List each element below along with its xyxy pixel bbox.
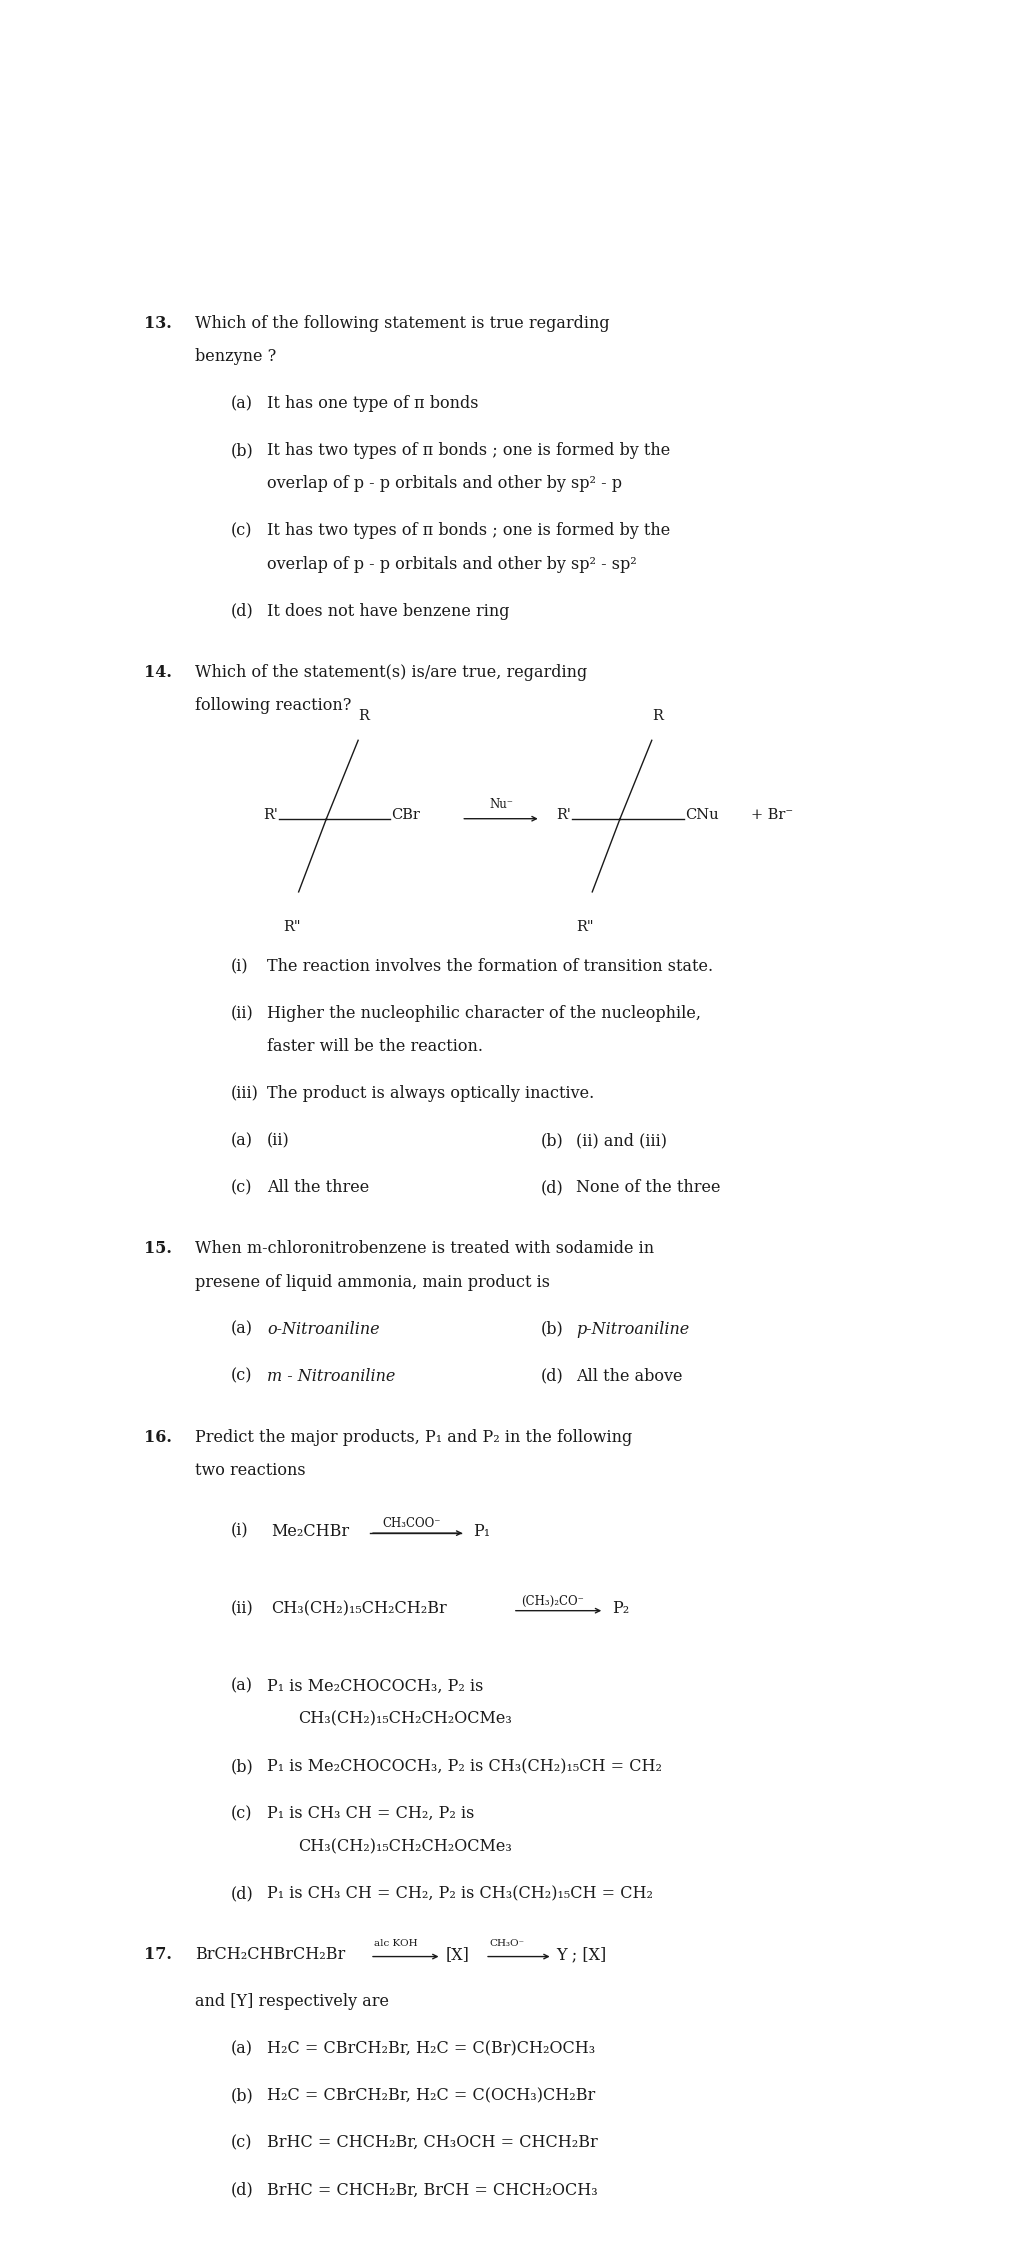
Text: o-Nitroaniline: o-Nitroaniline bbox=[267, 1322, 380, 1337]
Text: P₁ is Me₂CHOCOCH₃, P₂ is CH₃(CH₂)₁₅CH = CH₂: P₁ is Me₂CHOCOCH₃, P₂ is CH₃(CH₂)₁₅CH = … bbox=[267, 1758, 662, 1774]
Text: (iii): (iii) bbox=[231, 1086, 259, 1102]
Text: p-Nitroaniline: p-Nitroaniline bbox=[577, 1322, 689, 1337]
Text: (b): (b) bbox=[231, 1758, 254, 1774]
Text: It has one type of π bonds: It has one type of π bonds bbox=[267, 396, 478, 412]
Text: overlap of p - p orbitals and other by sp² - p: overlap of p - p orbitals and other by s… bbox=[267, 475, 622, 493]
Text: and [Y] respectively are: and [Y] respectively are bbox=[196, 1994, 389, 2010]
Text: (b): (b) bbox=[541, 1322, 563, 1337]
Text: R": R" bbox=[283, 919, 300, 935]
Text: Predict the major products, P₁ and P₂ in the following: Predict the major products, P₁ and P₂ in… bbox=[196, 1428, 633, 1446]
Text: (d): (d) bbox=[231, 602, 254, 620]
Text: (d): (d) bbox=[541, 1179, 563, 1197]
Text: overlap of p - p orbitals and other by sp² - sp²: overlap of p - p orbitals and other by s… bbox=[267, 557, 637, 573]
Text: 16.: 16. bbox=[143, 1428, 172, 1446]
Text: 17.: 17. bbox=[143, 1946, 172, 1962]
Text: R': R' bbox=[263, 808, 278, 821]
Text: The reaction involves the formation of transition state.: The reaction involves the formation of t… bbox=[267, 957, 713, 975]
Text: (ii): (ii) bbox=[231, 1600, 254, 1618]
Text: 13.: 13. bbox=[143, 315, 172, 333]
Text: Higher the nucleophilic character of the nucleophile,: Higher the nucleophilic character of the… bbox=[267, 1005, 700, 1023]
Text: BrCH₂CHBrCH₂Br: BrCH₂CHBrCH₂Br bbox=[196, 1946, 346, 1962]
Text: It has two types of π bonds ; one is formed by the: It has two types of π bonds ; one is for… bbox=[267, 441, 670, 459]
Text: R': R' bbox=[557, 808, 571, 821]
Text: CH₃COO⁻: CH₃COO⁻ bbox=[382, 1518, 440, 1530]
Text: All the three: All the three bbox=[267, 1179, 369, 1197]
Text: (i): (i) bbox=[231, 957, 249, 975]
Text: P₂: P₂ bbox=[612, 1600, 630, 1618]
Text: The product is always optically inactive.: The product is always optically inactive… bbox=[267, 1086, 594, 1102]
Text: 15.: 15. bbox=[143, 1240, 172, 1258]
Text: (c): (c) bbox=[231, 2134, 253, 2152]
Text: R": R" bbox=[577, 919, 594, 935]
Text: CH₃(CH₂)₁₅CH₂CH₂OCMe₃: CH₃(CH₂)₁₅CH₂CH₂OCMe₃ bbox=[299, 1838, 512, 1856]
Text: Y ; [X]: Y ; [X] bbox=[557, 1946, 607, 1962]
Text: (d): (d) bbox=[541, 1367, 563, 1385]
Text: benzyne ?: benzyne ? bbox=[196, 349, 276, 364]
Text: (ii) and (iii): (ii) and (iii) bbox=[577, 1132, 668, 1150]
Text: (c): (c) bbox=[231, 1179, 253, 1197]
Text: faster will be the reaction.: faster will be the reaction. bbox=[267, 1039, 483, 1055]
Text: P₁ is Me₂CHOCOCH₃, P₂ is: P₁ is Me₂CHOCOCH₃, P₂ is bbox=[267, 1677, 483, 1695]
Text: None of the three: None of the three bbox=[577, 1179, 721, 1197]
Text: H₂C = CBrCH₂Br, H₂C = C(Br)CH₂OCH₃: H₂C = CBrCH₂Br, H₂C = C(Br)CH₂OCH₃ bbox=[267, 2041, 595, 2057]
Text: CNu: CNu bbox=[685, 808, 719, 821]
Text: Which of the statement(s) is/are true, regarding: Which of the statement(s) is/are true, r… bbox=[196, 663, 588, 681]
Text: + Br⁻: + Br⁻ bbox=[751, 808, 794, 821]
Text: Nu⁻: Nu⁻ bbox=[489, 799, 513, 810]
Text: (a): (a) bbox=[231, 1677, 253, 1695]
Text: (a): (a) bbox=[231, 2041, 253, 2057]
Text: It does not have benzene ring: It does not have benzene ring bbox=[267, 602, 509, 620]
Text: Me₂CHBr: Me₂CHBr bbox=[270, 1523, 349, 1539]
Text: CH₃(CH₂)₁₅CH₂CH₂OCMe₃: CH₃(CH₂)₁₅CH₂CH₂OCMe₃ bbox=[299, 1711, 512, 1729]
Text: (d): (d) bbox=[231, 1885, 254, 1903]
Text: (b): (b) bbox=[231, 2086, 254, 2105]
Text: BrHC = CHCH₂Br, CH₃OCH = CHCH₂Br: BrHC = CHCH₂Br, CH₃OCH = CHCH₂Br bbox=[267, 2134, 598, 2152]
Text: (CH₃)₂CO⁻: (CH₃)₂CO⁻ bbox=[521, 1595, 584, 1609]
Text: (b): (b) bbox=[541, 1132, 563, 1150]
Text: (c): (c) bbox=[231, 523, 253, 539]
Text: When m-chloronitrobenzene is treated with sodamide in: When m-chloronitrobenzene is treated wit… bbox=[196, 1240, 654, 1258]
Text: alc KOH: alc KOH bbox=[374, 1939, 418, 1948]
Text: R: R bbox=[652, 708, 663, 722]
Text: (ii): (ii) bbox=[267, 1132, 290, 1150]
Text: CH₃O⁻: CH₃O⁻ bbox=[489, 1939, 524, 1948]
Text: (a): (a) bbox=[231, 1322, 253, 1337]
Text: Which of the following statement is true regarding: Which of the following statement is true… bbox=[196, 315, 610, 333]
Text: m - Nitroaniline: m - Nitroaniline bbox=[267, 1367, 395, 1385]
Text: presene of liquid ammonia, main product is: presene of liquid ammonia, main product … bbox=[196, 1274, 551, 1290]
Text: All the above: All the above bbox=[577, 1367, 683, 1385]
Text: (c): (c) bbox=[231, 1806, 253, 1822]
Text: (i): (i) bbox=[231, 1523, 249, 1539]
Text: P₁ is CH₃ CH = CH₂, P₂ is: P₁ is CH₃ CH = CH₂, P₂ is bbox=[267, 1806, 474, 1822]
Text: [X]: [X] bbox=[445, 1946, 469, 1962]
Text: CBr: CBr bbox=[391, 808, 420, 821]
Text: (a): (a) bbox=[231, 396, 253, 412]
Text: (ii): (ii) bbox=[231, 1005, 254, 1023]
Text: P₁: P₁ bbox=[473, 1523, 490, 1539]
Text: (d): (d) bbox=[231, 2182, 254, 2197]
Text: R: R bbox=[358, 708, 369, 722]
Text: two reactions: two reactions bbox=[196, 1462, 306, 1478]
Text: (c): (c) bbox=[231, 1367, 253, 1385]
Text: following reaction?: following reaction? bbox=[196, 697, 352, 713]
Text: (a): (a) bbox=[231, 1132, 253, 1150]
Text: H₂C = CBrCH₂Br, H₂C = C(OCH₃)CH₂Br: H₂C = CBrCH₂Br, H₂C = C(OCH₃)CH₂Br bbox=[267, 2086, 595, 2105]
Text: 14.: 14. bbox=[143, 663, 172, 681]
Text: (b): (b) bbox=[231, 441, 254, 459]
Text: CH₃(CH₂)₁₅CH₂CH₂Br: CH₃(CH₂)₁₅CH₂CH₂Br bbox=[270, 1600, 446, 1618]
Text: It has two types of π bonds ; one is formed by the: It has two types of π bonds ; one is for… bbox=[267, 523, 670, 539]
Text: BrHC = CHCH₂Br, BrCH = CHCH₂OCH₃: BrHC = CHCH₂Br, BrCH = CHCH₂OCH₃ bbox=[267, 2182, 598, 2197]
Text: P₁ is CH₃ CH = CH₂, P₂ is CH₃(CH₂)₁₅CH = CH₂: P₁ is CH₃ CH = CH₂, P₂ is CH₃(CH₂)₁₅CH =… bbox=[267, 1885, 653, 1903]
